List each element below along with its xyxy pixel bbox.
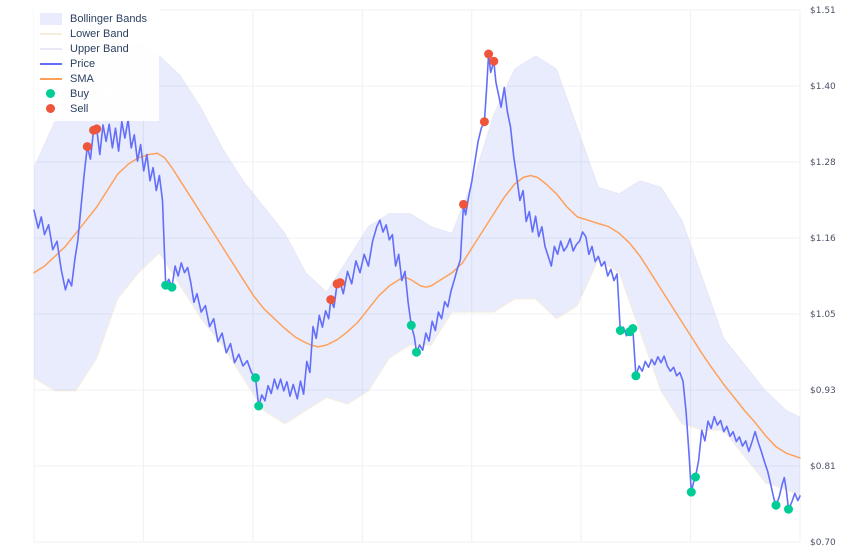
legend-price-swatch-icon <box>40 57 64 70</box>
y-tick-label: $1.16 <box>810 234 836 244</box>
legend-item-bollinger-bands[interactable]: Bollinger Bands <box>40 11 147 26</box>
legend-item-buy[interactable]: Buy <box>40 86 147 101</box>
legend-label: Price <box>70 57 96 70</box>
legend-item-sma[interactable]: SMA <box>40 71 147 86</box>
y-tick-label: $0.70 <box>810 538 836 548</box>
upper-band-line <box>33 42 801 418</box>
sma-line <box>33 152 801 459</box>
buy-marker[interactable] <box>406 320 416 330</box>
grid <box>33 9 801 543</box>
y-tick-label: $1.05 <box>810 310 836 320</box>
legend-item-sell[interactable]: Sell <box>40 101 147 116</box>
legend-label: Sell <box>70 102 89 115</box>
buy-marker[interactable] <box>251 373 260 383</box>
legend-label: Buy <box>70 87 89 100</box>
y-tick-label: $1.40 <box>810 82 836 92</box>
buy-marker[interactable] <box>254 401 264 411</box>
legend: Bollinger Bands Lower Band Upper Band Price… <box>34 6 160 121</box>
legend-sma-swatch-icon <box>40 72 64 85</box>
sell-markers <box>82 49 499 305</box>
buy-marker[interactable] <box>167 282 177 292</box>
legend-sell-swatch-icon <box>40 102 64 115</box>
buy-marker[interactable] <box>628 324 638 333</box>
buy-marker[interactable] <box>691 472 700 482</box>
legend-bollinger-bands-swatch-icon <box>40 12 64 25</box>
buy-marker[interactable] <box>615 326 625 335</box>
buy-marker[interactable] <box>784 504 793 514</box>
sell-marker[interactable] <box>335 278 345 288</box>
buy-marker[interactable] <box>631 371 641 381</box>
legend-label: SMA <box>70 72 94 85</box>
lower-band-line <box>33 252 801 497</box>
legend-item-lower-band[interactable]: Lower Band <box>40 26 147 41</box>
legend-item-upper-band[interactable]: Upper Band <box>40 41 147 56</box>
legend-item-price[interactable]: Price <box>40 56 147 71</box>
y-tick-label: $0.81 <box>810 462 836 472</box>
legend-label: Upper Band <box>70 42 129 55</box>
y-axis-labels: $1.51 $1.40 $1.28 $1.16 $1.05 $0.93 $0.81 $0.70 <box>810 6 836 548</box>
buy-marker[interactable] <box>412 347 421 357</box>
y-tick-label: $1.51 <box>810 6 836 16</box>
y-tick-label: $1.28 <box>810 158 836 168</box>
legend-lower-band-swatch-icon <box>40 27 64 40</box>
sell-marker[interactable] <box>326 295 336 305</box>
y-tick-label: $0.93 <box>810 386 836 396</box>
sell-marker[interactable] <box>489 56 499 66</box>
sell-marker[interactable] <box>479 117 489 127</box>
sell-marker[interactable] <box>484 49 494 59</box>
legend-upper-band-swatch-icon <box>40 42 64 55</box>
buy-markers <box>161 280 793 514</box>
legend-buy-swatch-icon <box>40 87 64 100</box>
sell-marker[interactable] <box>459 199 468 209</box>
buy-marker[interactable] <box>686 487 696 497</box>
sell-marker[interactable] <box>82 142 92 152</box>
buy-marker[interactable] <box>771 500 781 510</box>
legend-label: Lower Band <box>70 27 129 40</box>
bollinger-band-area <box>34 42 800 497</box>
legend-label: Bollinger Bands <box>70 12 148 25</box>
sell-marker[interactable] <box>92 124 102 134</box>
